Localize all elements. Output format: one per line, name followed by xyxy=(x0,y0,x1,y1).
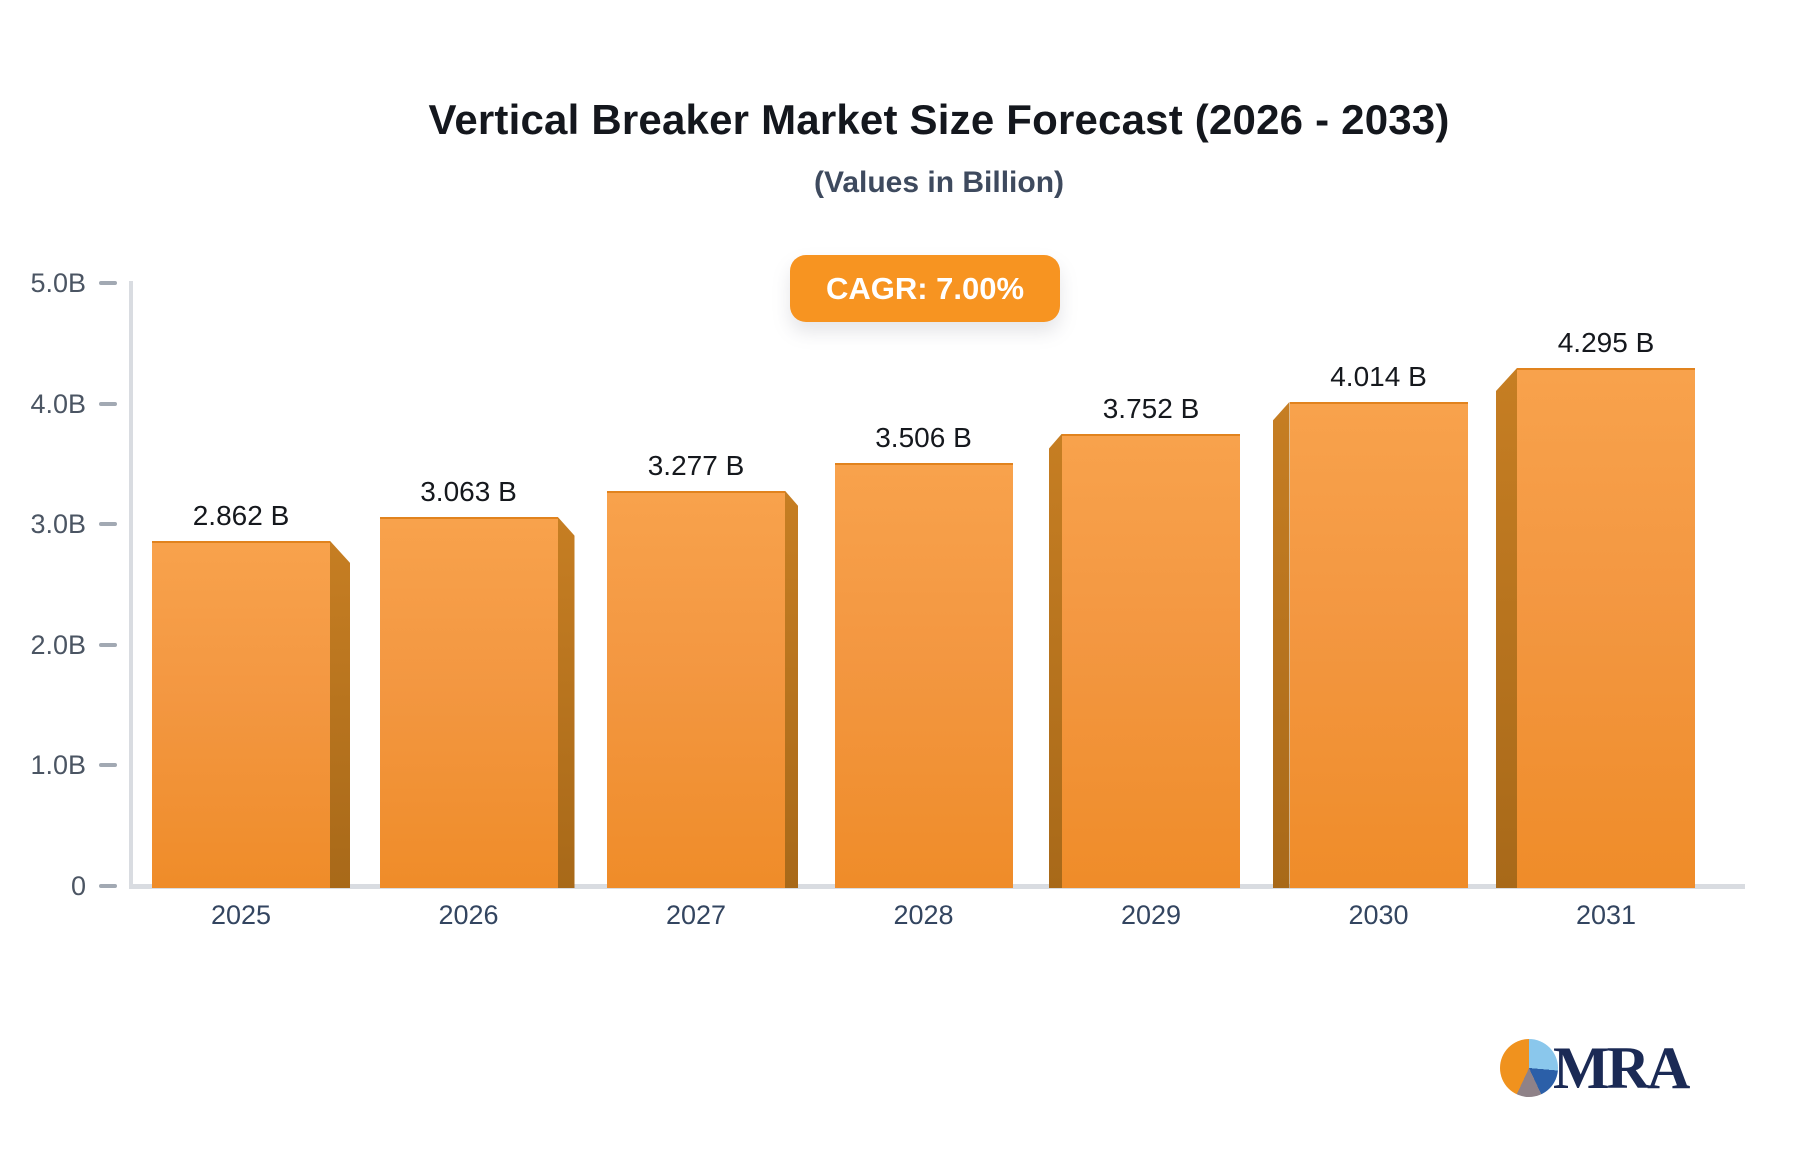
bar-3d-side xyxy=(785,490,798,888)
x-axis-label: 2028 xyxy=(893,900,954,930)
bar xyxy=(152,540,330,888)
y-tick-label: 5.0B xyxy=(30,268,86,298)
bar-value-label: 4.295 B xyxy=(1557,327,1655,359)
brand-logo: MRA xyxy=(1500,1035,1690,1101)
y-tick-label: 1.0B xyxy=(30,750,86,781)
y-tick-mark xyxy=(99,642,117,647)
y-tick-mark xyxy=(99,884,117,888)
x-axis-label: 2027 xyxy=(665,900,727,930)
y-tick-mark xyxy=(99,763,117,768)
y-tick-label: 3.0B xyxy=(30,509,86,540)
x-axis-label: 2029 xyxy=(1120,900,1182,930)
y-axis-line xyxy=(129,281,133,889)
bar-value-label: 3.063 B xyxy=(420,475,517,507)
bar xyxy=(1517,368,1695,888)
bar-value-label: 3.506 B xyxy=(875,422,972,454)
bar-3d-side xyxy=(330,540,350,888)
bar-3d-side xyxy=(557,516,575,888)
x-axis-label: 2026 xyxy=(438,900,499,930)
cagr-badge: CAGR: 7.00% xyxy=(790,255,1060,322)
y-tick-label: 4.0B xyxy=(30,388,86,419)
y-tick-label: 0 xyxy=(70,871,86,901)
brand-logo-text: MRA xyxy=(1553,1035,1690,1101)
bar-3d-side xyxy=(1272,401,1290,888)
bar-value-label: 3.277 B xyxy=(647,449,745,481)
chart-title: Vertical Breaker Market Size Forecast (2… xyxy=(428,96,1450,143)
chart-subtitle: (Values in Billion) xyxy=(813,166,1065,199)
bar xyxy=(1062,433,1240,888)
x-axis-label: 2031 xyxy=(1575,900,1637,930)
y-tick-mark xyxy=(99,281,117,285)
bar-3d-side xyxy=(1049,433,1062,888)
bar xyxy=(834,463,1013,888)
bar xyxy=(1289,401,1468,888)
bar-value-label: 3.752 B xyxy=(1102,392,1200,424)
bar xyxy=(379,516,558,888)
x-axis-label: 2030 xyxy=(1348,900,1409,930)
y-tick-mark xyxy=(99,522,117,527)
pie-chart-logo-icon xyxy=(1500,1039,1558,1097)
y-tick-label: 2.0B xyxy=(30,629,86,660)
bar xyxy=(607,490,785,888)
bar-value-label: 2.862 B xyxy=(192,499,290,531)
cagr-badge-label: CAGR: 7.00% xyxy=(825,270,1025,306)
x-axis-label: 2025 xyxy=(210,900,272,930)
y-tick-mark xyxy=(99,401,117,406)
bar-value-label: 4.014 B xyxy=(1330,360,1427,392)
bar-3d-side xyxy=(1496,368,1517,888)
